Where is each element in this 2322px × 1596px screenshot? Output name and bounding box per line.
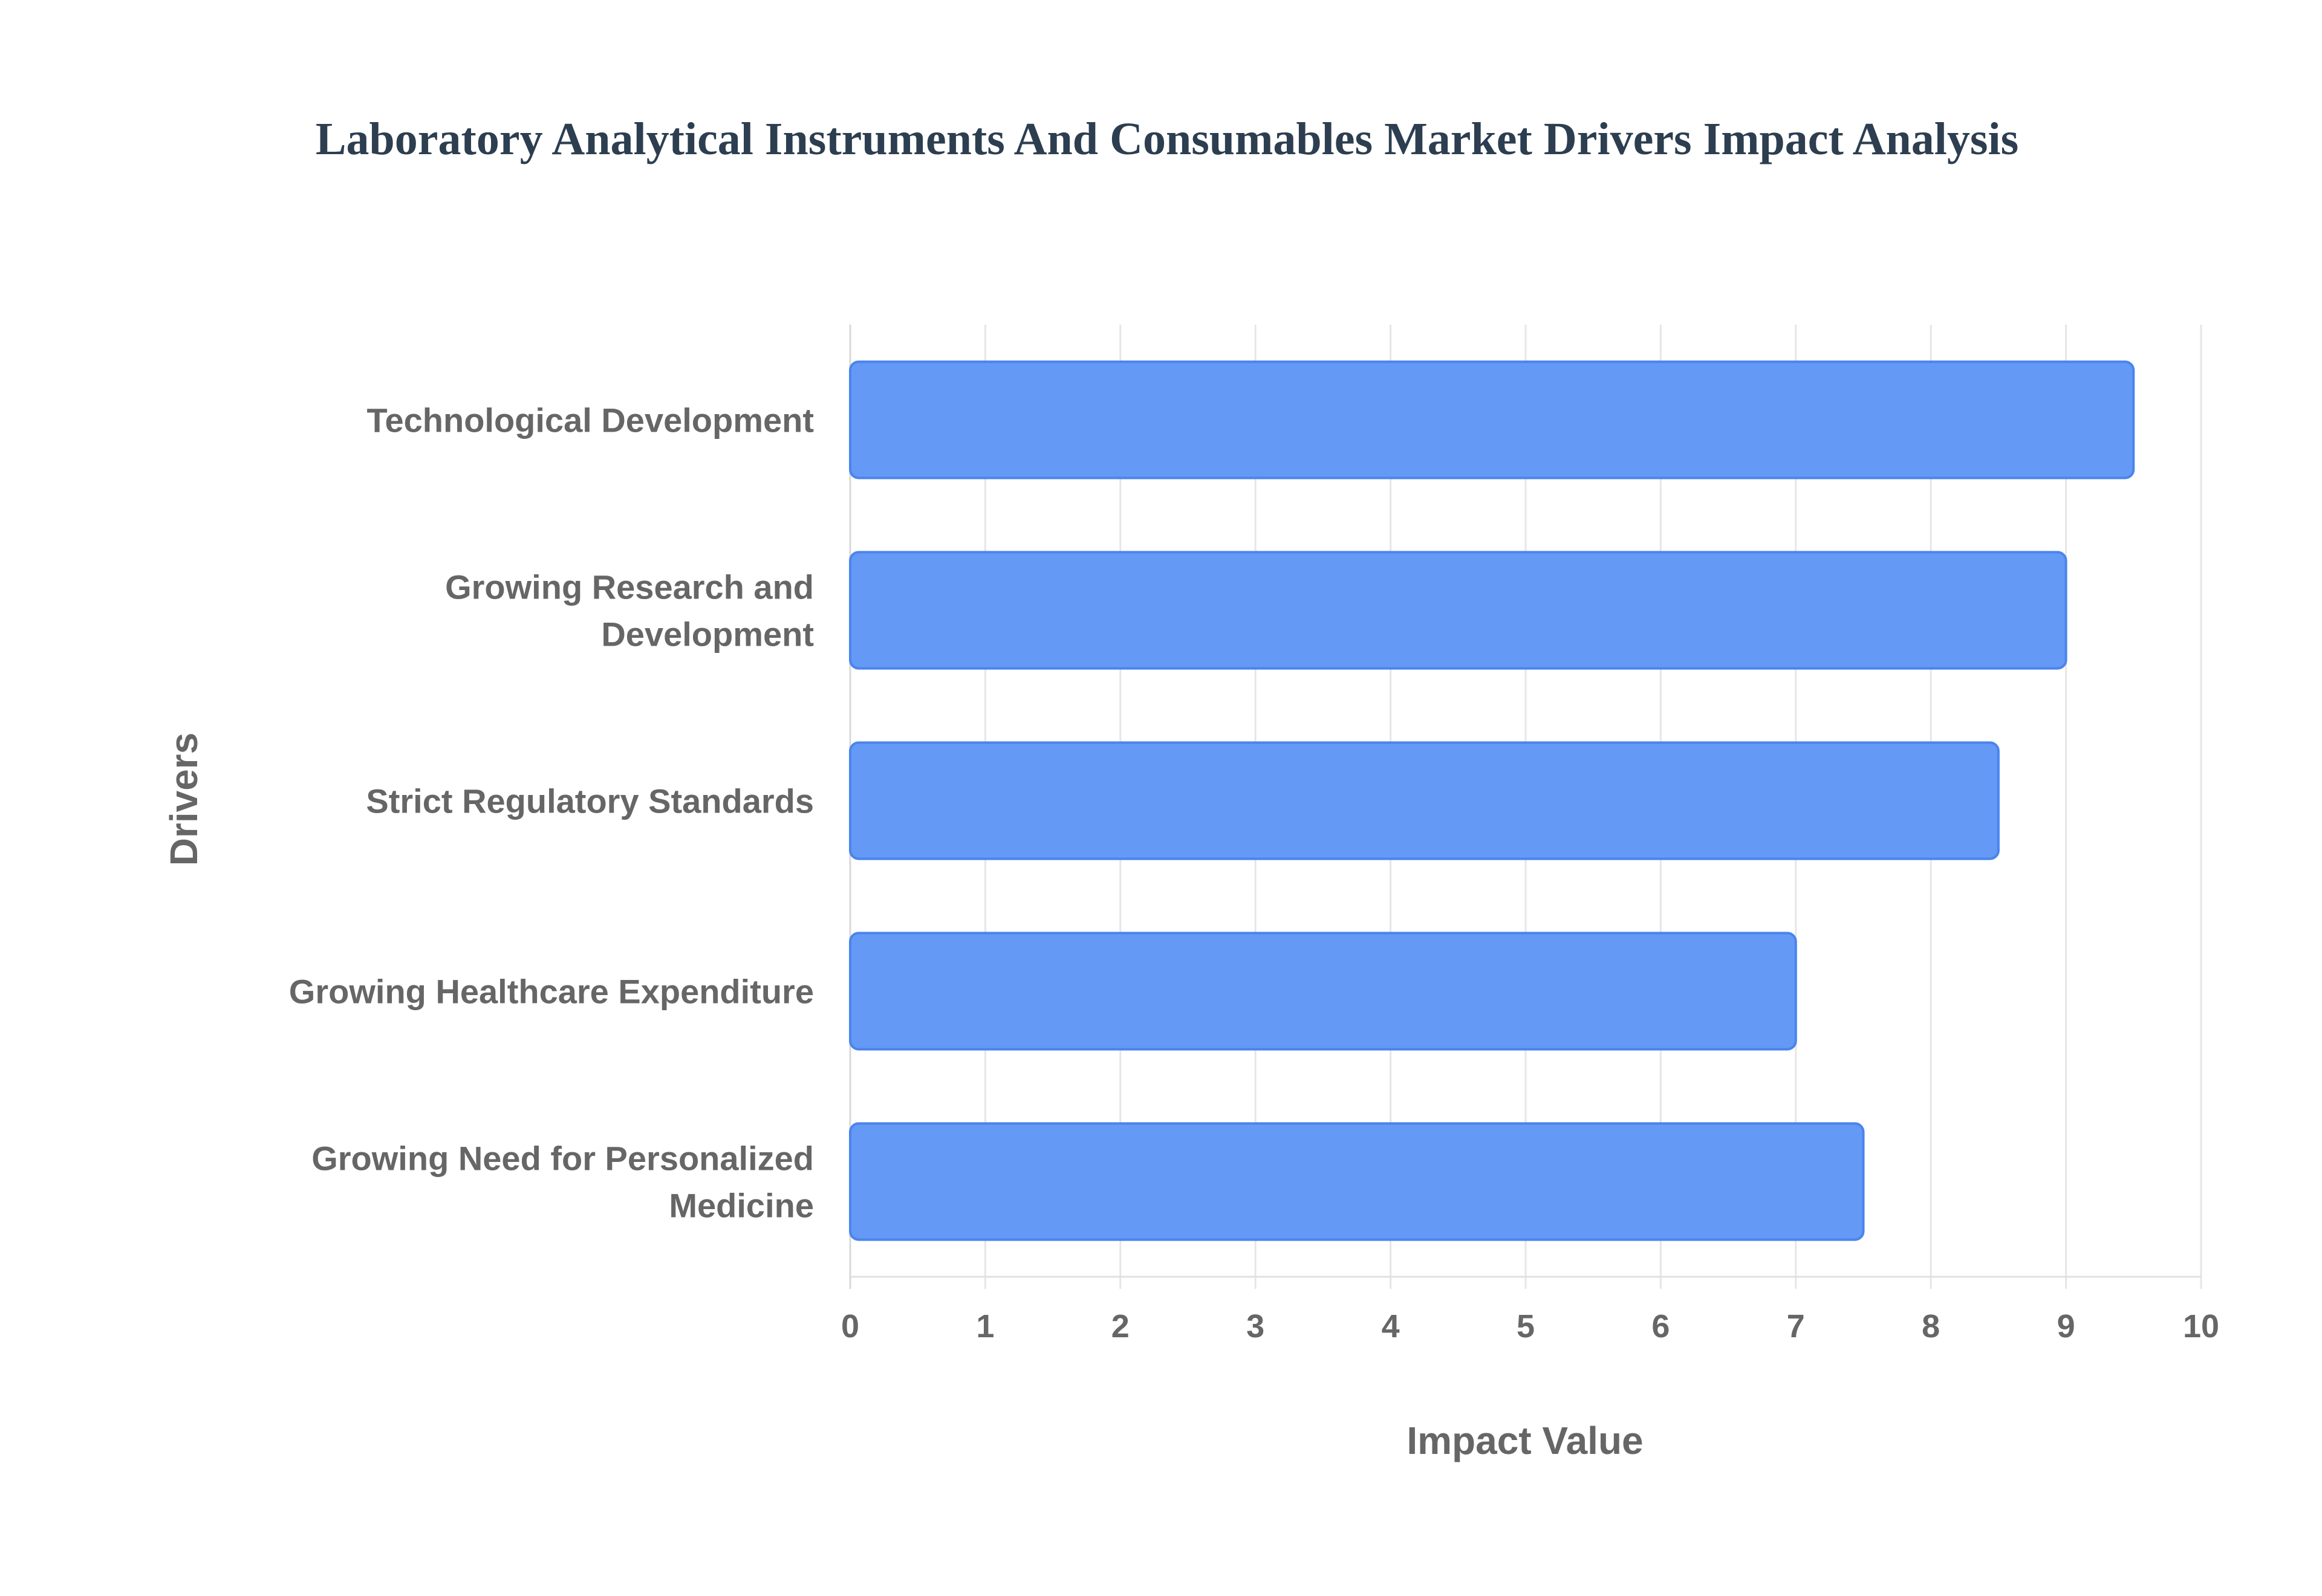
- x-tick-label: 10: [2183, 1308, 2219, 1345]
- category-label: Growing Research and: [445, 568, 814, 606]
- category-label: Strict Regulatory Standards: [366, 782, 814, 820]
- y-axis-title: Drivers: [162, 733, 206, 866]
- x-tick-label: 6: [1651, 1308, 1670, 1345]
- category-label: Development: [601, 615, 814, 654]
- bar: [849, 360, 2135, 479]
- x-tick-label: 2: [1111, 1308, 1130, 1345]
- x-tick-label: 9: [2057, 1308, 2075, 1345]
- x-tick-label: 0: [841, 1308, 859, 1345]
- category-label: Technological Development: [366, 401, 814, 440]
- category-label: Growing Healthcare Expenditure: [289, 973, 814, 1011]
- x-tick-label: 5: [1517, 1308, 1535, 1345]
- x-tick-label: 7: [1787, 1308, 1805, 1345]
- x-tick-label: 8: [1922, 1308, 1940, 1345]
- x-tick-label: 1: [976, 1308, 994, 1345]
- x-tick-labels: 0 1 2 3 4 5 6 7 8 9 10: [841, 1308, 2219, 1345]
- bar: [849, 741, 2000, 860]
- x-tick-label: 3: [1246, 1308, 1264, 1345]
- bars: [849, 360, 2135, 1241]
- x-tick-label: 4: [1382, 1308, 1400, 1345]
- category-label: Growing Need for Personalized: [311, 1140, 814, 1178]
- bar: [849, 1122, 1865, 1241]
- category-labels: Technological Development Growing Researc…: [289, 401, 814, 1225]
- x-axis-title: Impact Value: [1407, 1419, 1643, 1462]
- category-label: Medicine: [669, 1187, 814, 1225]
- chart-title: Laboratory Analytical Instruments And Co…: [316, 114, 2018, 164]
- bar: [849, 932, 1797, 1051]
- bar: [849, 551, 2067, 670]
